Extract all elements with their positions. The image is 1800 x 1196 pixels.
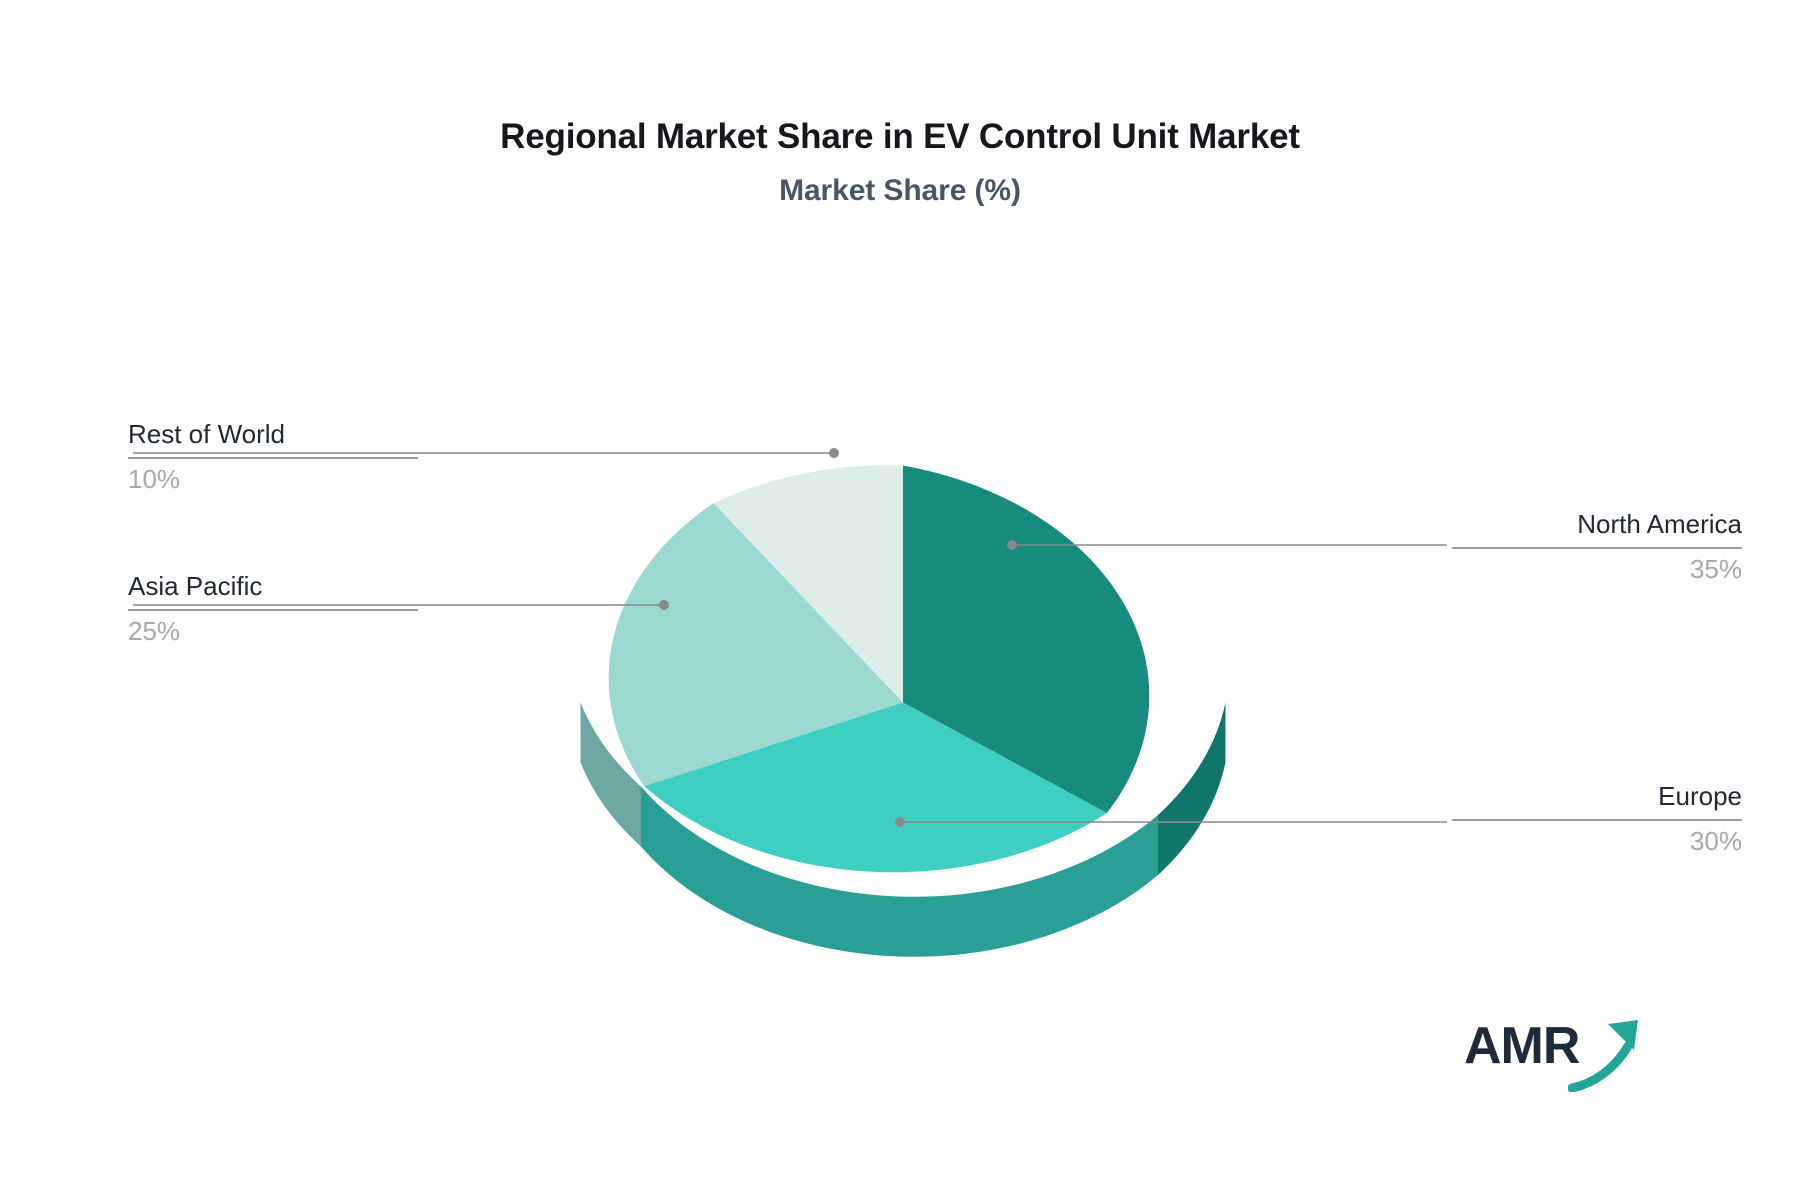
callout-label-rest-of-world: Rest of World <box>128 419 286 449</box>
callout-europe: Europe 30% <box>1452 780 1742 857</box>
chart-subtitle: Market Share (%) <box>779 173 1021 207</box>
callout-divider <box>128 456 418 459</box>
callout-north-america: North America 35% <box>1452 508 1742 585</box>
leader-line-europe <box>895 817 1447 827</box>
amr-logo: AMR <box>1464 1017 1664 1092</box>
leader-line-north-america <box>1007 540 1447 550</box>
leader-line-rest-of-world <box>133 448 839 458</box>
pie-slice-europe <box>644 702 1107 873</box>
pie-side-asia-pacific <box>580 702 641 847</box>
callout-divider <box>1452 546 1742 549</box>
callout-rest-of-world: Rest of World 10% <box>128 418 418 495</box>
callout-value-north-america: 35% <box>1689 553 1742 584</box>
amr-logo-text: AMR <box>1464 1017 1580 1075</box>
pie-side-europe <box>641 786 1158 957</box>
callout-divider <box>1452 818 1742 821</box>
leader-line-asia-pacific <box>133 600 669 610</box>
callout-divider <box>128 608 418 611</box>
callout-label-europe: Europe <box>1658 781 1742 811</box>
pie-slice-asia-pacific <box>608 503 903 787</box>
callout-asia-pacific: Asia Pacific 25% <box>128 570 418 647</box>
callout-value-asia-pacific: 25% <box>128 615 181 646</box>
pie-side-north-america <box>1158 702 1226 875</box>
arrow-swoosh-icon <box>1568 1020 1638 1092</box>
callout-label-asia-pacific: Asia Pacific <box>128 571 263 601</box>
callout-label-north-america: North America <box>1577 509 1742 539</box>
callout-value-europe: 30% <box>1689 825 1742 856</box>
pie-slice-rest-of-world <box>713 465 903 703</box>
callout-value-rest-of-world: 10% <box>128 463 181 494</box>
pie-slice-north-america <box>903 465 1150 814</box>
title-block: Regional Market Share in EV Control Unit… <box>0 117 1800 207</box>
page-title: Regional Market Share in EV Control Unit… <box>500 117 1300 156</box>
